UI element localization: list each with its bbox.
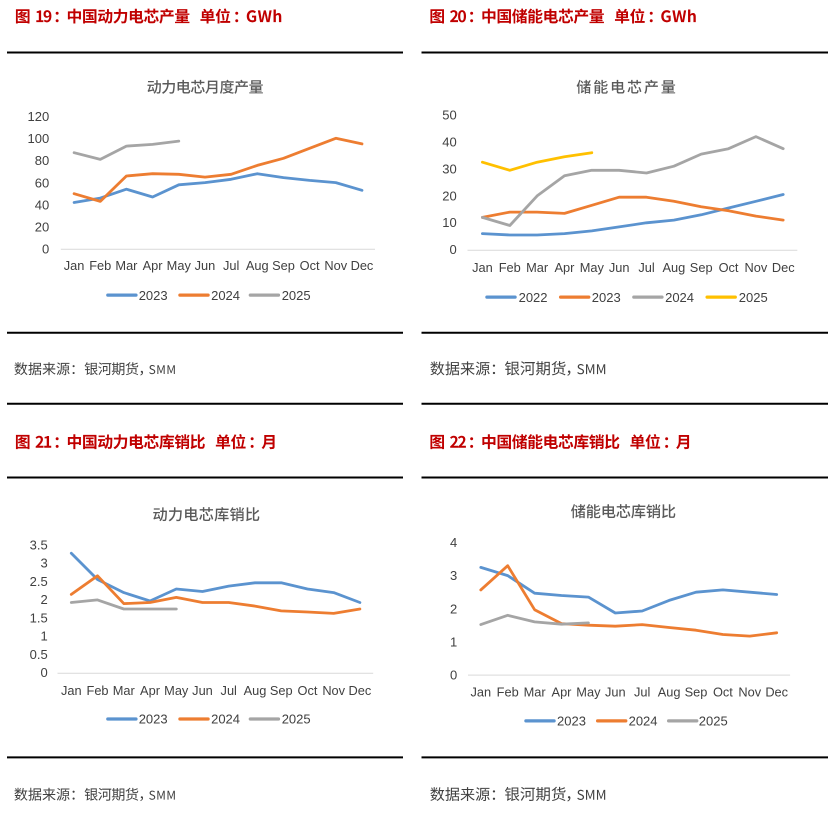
- svg-text:2025: 2025: [739, 290, 768, 305]
- svg-text:40: 40: [442, 135, 456, 150]
- svg-text:Sep: Sep: [272, 258, 295, 273]
- svg-text:Feb: Feb: [499, 260, 521, 275]
- svg-text:2: 2: [450, 601, 457, 616]
- svg-text:Sep: Sep: [270, 683, 293, 698]
- svg-text:4: 4: [450, 535, 457, 550]
- svg-text:2024: 2024: [211, 288, 240, 303]
- svg-text:2024: 2024: [665, 290, 694, 305]
- svg-text:Mar: Mar: [113, 683, 136, 698]
- svg-text:1: 1: [450, 634, 457, 649]
- svg-text:Mar: Mar: [524, 685, 547, 700]
- svg-text:Jun: Jun: [609, 260, 630, 275]
- svg-text:3: 3: [40, 556, 47, 571]
- svg-text:Jun: Jun: [605, 685, 626, 700]
- svg-text:Aug: Aug: [244, 683, 267, 698]
- svg-text:Aug: Aug: [246, 258, 269, 273]
- svg-text:Aug: Aug: [662, 260, 685, 275]
- svg-text:2.5: 2.5: [30, 574, 48, 589]
- svg-text:Feb: Feb: [87, 683, 109, 698]
- svg-text:120: 120: [27, 109, 49, 124]
- svg-text:Dec: Dec: [772, 260, 795, 275]
- svg-text:Oct: Oct: [297, 683, 317, 698]
- svg-text:2023: 2023: [557, 714, 586, 729]
- svg-text:2024: 2024: [629, 714, 658, 729]
- svg-text:Apr: Apr: [554, 260, 575, 275]
- svg-text:Nov: Nov: [322, 683, 345, 698]
- svg-text:2025: 2025: [699, 714, 728, 729]
- svg-text:Jan: Jan: [64, 258, 85, 273]
- svg-text:2024: 2024: [211, 712, 240, 727]
- svg-text:Jul: Jul: [221, 683, 237, 698]
- svg-text:May: May: [164, 683, 189, 698]
- svg-text:Oct: Oct: [300, 258, 320, 273]
- svg-text:Jun: Jun: [192, 683, 213, 698]
- svg-text:0: 0: [40, 665, 47, 680]
- svg-text:Dec: Dec: [765, 685, 788, 700]
- svg-text:Jul: Jul: [223, 258, 239, 273]
- svg-text:0: 0: [449, 242, 456, 257]
- svg-text:Dec: Dec: [349, 683, 372, 698]
- svg-text:2: 2: [40, 592, 47, 607]
- svg-text:2025: 2025: [282, 288, 311, 303]
- svg-text:Jan: Jan: [470, 685, 491, 700]
- svg-text:Aug: Aug: [658, 685, 681, 700]
- svg-text:20: 20: [442, 188, 456, 203]
- svg-text:Apr: Apr: [143, 258, 164, 273]
- svg-text:Nov: Nov: [324, 258, 347, 273]
- svg-text:60: 60: [35, 175, 49, 190]
- svg-text:2025: 2025: [282, 712, 311, 727]
- svg-text:Dec: Dec: [351, 258, 374, 273]
- svg-text:May: May: [576, 685, 601, 700]
- svg-text:100: 100: [27, 131, 49, 146]
- svg-text:Nov: Nov: [738, 685, 761, 700]
- svg-text:Jul: Jul: [638, 260, 654, 275]
- svg-text:2022: 2022: [519, 290, 548, 305]
- svg-text:Oct: Oct: [719, 260, 739, 275]
- svg-text:May: May: [580, 260, 605, 275]
- svg-text:Apr: Apr: [140, 683, 161, 698]
- svg-text:Jun: Jun: [195, 258, 216, 273]
- svg-text:Apr: Apr: [552, 685, 573, 700]
- svg-text:2023: 2023: [139, 288, 168, 303]
- svg-text:Jan: Jan: [61, 683, 82, 698]
- svg-text:3.5: 3.5: [30, 537, 48, 552]
- svg-text:May: May: [167, 258, 192, 273]
- svg-text:3: 3: [450, 568, 457, 583]
- svg-text:Sep: Sep: [685, 685, 708, 700]
- svg-text:0: 0: [42, 242, 49, 257]
- svg-text:10: 10: [442, 215, 456, 230]
- svg-text:50: 50: [442, 108, 456, 123]
- svg-text:2023: 2023: [592, 290, 621, 305]
- svg-text:Mar: Mar: [526, 260, 549, 275]
- svg-text:80: 80: [35, 153, 49, 168]
- svg-text:30: 30: [442, 161, 456, 176]
- svg-text:1.5: 1.5: [30, 610, 48, 625]
- svg-text:2023: 2023: [139, 712, 168, 727]
- svg-text:Jul: Jul: [634, 685, 650, 700]
- svg-text:0.5: 0.5: [30, 647, 48, 662]
- svg-text:Nov: Nov: [745, 260, 768, 275]
- svg-text:20: 20: [35, 220, 49, 235]
- svg-text:Jan: Jan: [472, 260, 493, 275]
- svg-text:Mar: Mar: [115, 258, 138, 273]
- svg-text:1: 1: [40, 629, 47, 644]
- svg-text:Feb: Feb: [89, 258, 111, 273]
- svg-text:Feb: Feb: [497, 685, 519, 700]
- svg-text:Sep: Sep: [690, 260, 713, 275]
- svg-text:0: 0: [450, 667, 457, 682]
- svg-text:40: 40: [35, 197, 49, 212]
- svg-text:Oct: Oct: [713, 685, 733, 700]
